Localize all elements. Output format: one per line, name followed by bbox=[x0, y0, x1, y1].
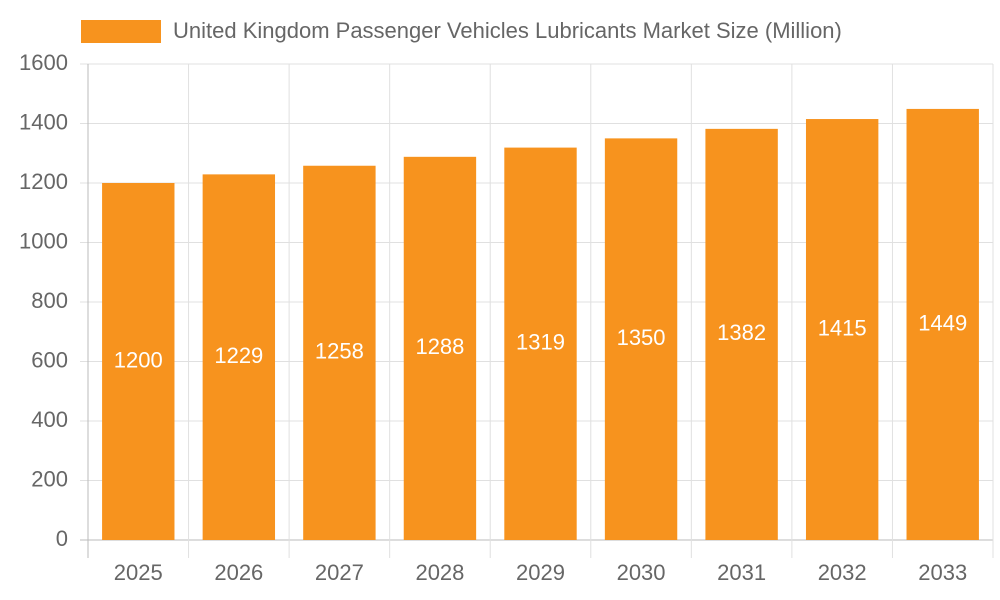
y-tick-label: 800 bbox=[31, 288, 68, 313]
value-label: 1382 bbox=[717, 320, 766, 345]
value-label: 1415 bbox=[818, 315, 867, 340]
bar bbox=[303, 165, 376, 540]
x-tick-label: 2032 bbox=[818, 560, 867, 585]
bar bbox=[102, 183, 175, 540]
bar bbox=[504, 147, 577, 540]
x-tick-label: 2029 bbox=[516, 560, 565, 585]
y-tick-label: 400 bbox=[31, 407, 68, 432]
x-tick-label: 2033 bbox=[918, 560, 967, 585]
y-tick-label: 1000 bbox=[19, 228, 68, 253]
value-label: 1288 bbox=[415, 334, 464, 359]
y-tick-label: 600 bbox=[31, 347, 68, 372]
bar bbox=[403, 156, 477, 540]
value-label: 1258 bbox=[315, 339, 364, 364]
y-tick-label: 1400 bbox=[19, 109, 68, 134]
y-tick-label: 1600 bbox=[19, 50, 68, 75]
bar bbox=[705, 128, 778, 541]
y-tick-label: 1200 bbox=[19, 169, 68, 194]
legend-label: United Kingdom Passenger Vehicles Lubric… bbox=[173, 18, 842, 43]
y-tick-label: 200 bbox=[31, 466, 68, 491]
x-tick-label: 2026 bbox=[214, 560, 263, 585]
value-label: 1229 bbox=[214, 343, 263, 368]
value-label: 1200 bbox=[114, 347, 163, 372]
value-label: 1319 bbox=[516, 330, 565, 355]
bar bbox=[202, 174, 276, 540]
x-tick-label: 2025 bbox=[114, 560, 163, 585]
x-tick-label: 2031 bbox=[717, 560, 766, 585]
bar bbox=[805, 119, 879, 540]
value-label: 1350 bbox=[617, 325, 666, 350]
x-tick-label: 2027 bbox=[315, 560, 364, 585]
y-tick-label: 0 bbox=[56, 526, 68, 551]
legend-swatch bbox=[81, 20, 161, 43]
bar bbox=[604, 138, 678, 540]
x-tick-label: 2030 bbox=[617, 560, 666, 585]
value-label: 1449 bbox=[918, 310, 967, 335]
x-tick-label: 2028 bbox=[415, 560, 464, 585]
bar bbox=[906, 108, 979, 541]
